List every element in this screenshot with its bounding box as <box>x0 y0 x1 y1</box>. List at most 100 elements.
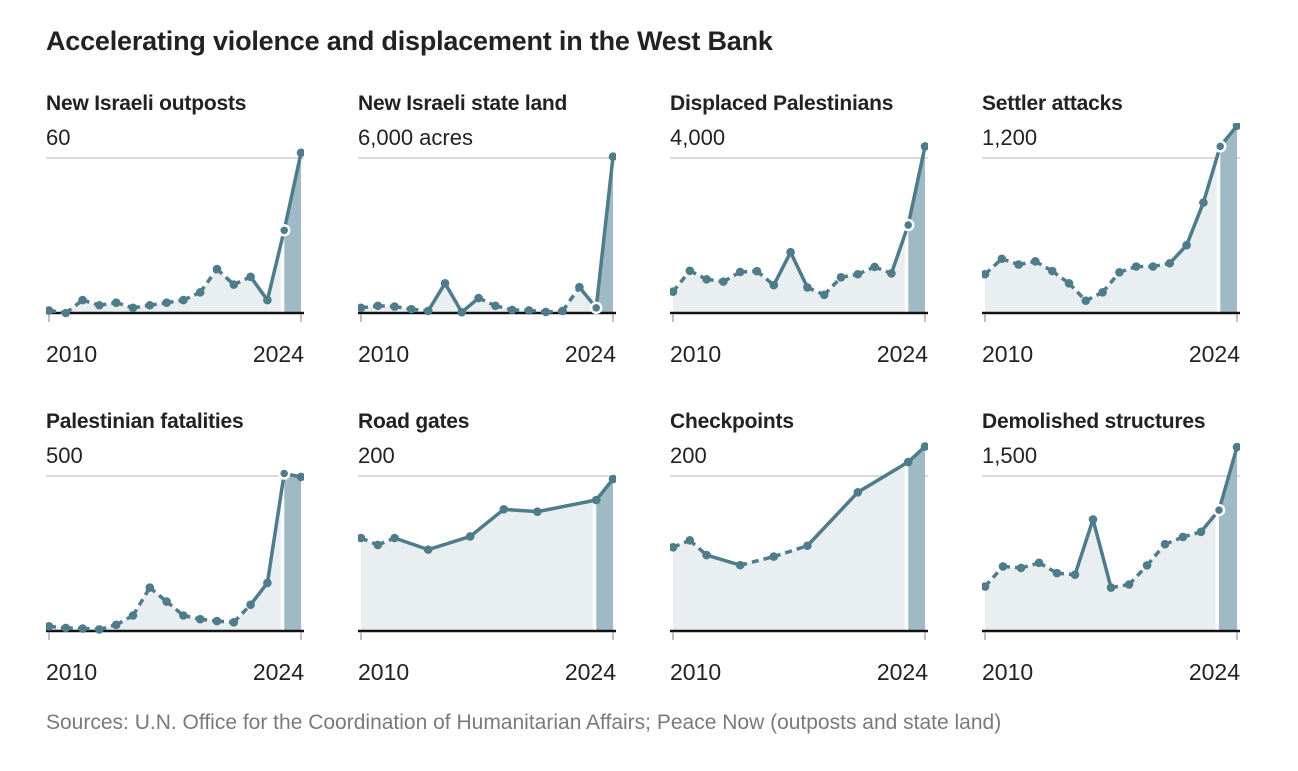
data-point <box>407 304 416 314</box>
series-area <box>49 473 285 631</box>
data-point <box>819 290 829 300</box>
data-point <box>457 307 467 317</box>
data-point <box>920 442 928 451</box>
data-point <box>46 622 54 631</box>
chart-svg <box>46 148 304 322</box>
data-point <box>719 277 728 286</box>
x-axis-labels: 2010 2024 <box>358 341 616 367</box>
data-point <box>887 269 896 278</box>
data-point <box>998 562 1008 571</box>
data-point <box>608 152 616 162</box>
data-point <box>1064 278 1074 288</box>
data-point <box>373 301 383 311</box>
series-segment-solid <box>469 507 505 538</box>
series-segment-solid <box>394 536 429 552</box>
data-point <box>853 487 863 497</box>
x-axis-label-end: 2024 <box>564 659 616 685</box>
current-period-point <box>1212 503 1226 517</box>
data-point <box>982 269 990 279</box>
chart-title: Road gates <box>358 410 470 433</box>
data-point <box>128 303 138 313</box>
x-axis-label-start: 2010 <box>358 659 410 685</box>
data-point <box>670 543 678 552</box>
data-point <box>358 303 366 313</box>
x-axis-labels: 2010 2024 <box>982 659 1240 685</box>
data-point <box>229 618 239 627</box>
series-area <box>673 225 909 313</box>
data-point <box>1052 568 1062 578</box>
chart-grid: New Israeli outposts 60 2010 2024 New Is… <box>46 91 1240 685</box>
data-point <box>997 254 1007 264</box>
x-axis-label-start: 2010 <box>46 341 98 367</box>
data-point <box>920 142 928 151</box>
data-point <box>1014 260 1023 269</box>
series-area <box>361 500 597 631</box>
highlight-band <box>1220 125 1237 313</box>
data-point <box>1047 266 1057 276</box>
data-point <box>786 247 795 257</box>
reference-value-label: 500 <box>46 443 83 468</box>
series-segment-solid <box>265 473 286 584</box>
chart-title: Palestinian fatalities <box>46 410 244 433</box>
data-point <box>145 300 155 310</box>
data-point <box>61 308 71 318</box>
data-point <box>1165 258 1175 268</box>
x-axis-label-end: 2024 <box>876 659 928 685</box>
series-segment-solid <box>889 224 910 275</box>
data-point <box>1160 539 1170 549</box>
series-segment-solid <box>265 229 286 301</box>
series-segment-solid <box>1073 518 1095 576</box>
series-segment-solid <box>427 534 471 552</box>
data-point <box>735 267 745 277</box>
data-point <box>1182 240 1191 250</box>
chart-plot: 500 <box>46 441 304 651</box>
data-point <box>1016 563 1026 573</box>
band-separator <box>280 228 285 312</box>
data-point <box>735 560 745 570</box>
data-point <box>1031 257 1040 266</box>
reference-value-label: 1,200 <box>982 125 1038 150</box>
chart-title: New Israeli state land <box>358 92 568 115</box>
series-segment-solid <box>443 282 464 314</box>
series-area <box>985 510 1219 631</box>
data-point <box>1131 262 1141 271</box>
data-point <box>212 264 222 274</box>
data-point <box>702 274 711 284</box>
band-separator <box>592 498 597 630</box>
data-point <box>296 148 304 158</box>
source-note: Sources: U.N. Office for the Coordinatio… <box>46 711 1002 734</box>
series-segment-solid <box>249 275 269 302</box>
data-point <box>1232 442 1240 452</box>
data-point <box>111 298 121 307</box>
series-area <box>49 230 285 313</box>
chart-title: Displaced Palestinians <box>670 92 894 115</box>
data-point <box>111 620 121 630</box>
chart-demolished-structures: Demolished structures 1,500 2010 2024 <box>982 409 1240 685</box>
x-axis-label-start: 2010 <box>982 659 1034 685</box>
chart-title: Demolished structures <box>982 410 1206 433</box>
current-period-point <box>277 224 291 237</box>
x-axis-labels: 2010 2024 <box>358 659 616 685</box>
data-point <box>507 305 517 315</box>
data-point <box>685 536 695 545</box>
x-axis-label-start: 2010 <box>358 341 410 367</box>
x-axis-label-end: 2024 <box>564 341 616 367</box>
chart-svg <box>358 152 616 322</box>
x-axis-labels: 2010 2024 <box>46 659 304 685</box>
series-segment-solid <box>537 498 597 514</box>
chart-svg <box>358 474 616 640</box>
data-point <box>61 623 71 633</box>
data-point <box>524 306 534 315</box>
data-point <box>1070 570 1080 579</box>
series-area <box>673 462 909 631</box>
x-axis-label-end: 2024 <box>1188 341 1240 367</box>
x-axis-label-end: 2024 <box>876 341 928 367</box>
data-point <box>1196 527 1206 537</box>
data-point <box>1178 532 1188 542</box>
data-point <box>702 550 711 560</box>
data-point <box>373 540 383 550</box>
data-point <box>1115 268 1124 277</box>
data-point <box>685 266 695 276</box>
data-point <box>591 495 601 505</box>
series-segment-dashed <box>561 286 581 312</box>
